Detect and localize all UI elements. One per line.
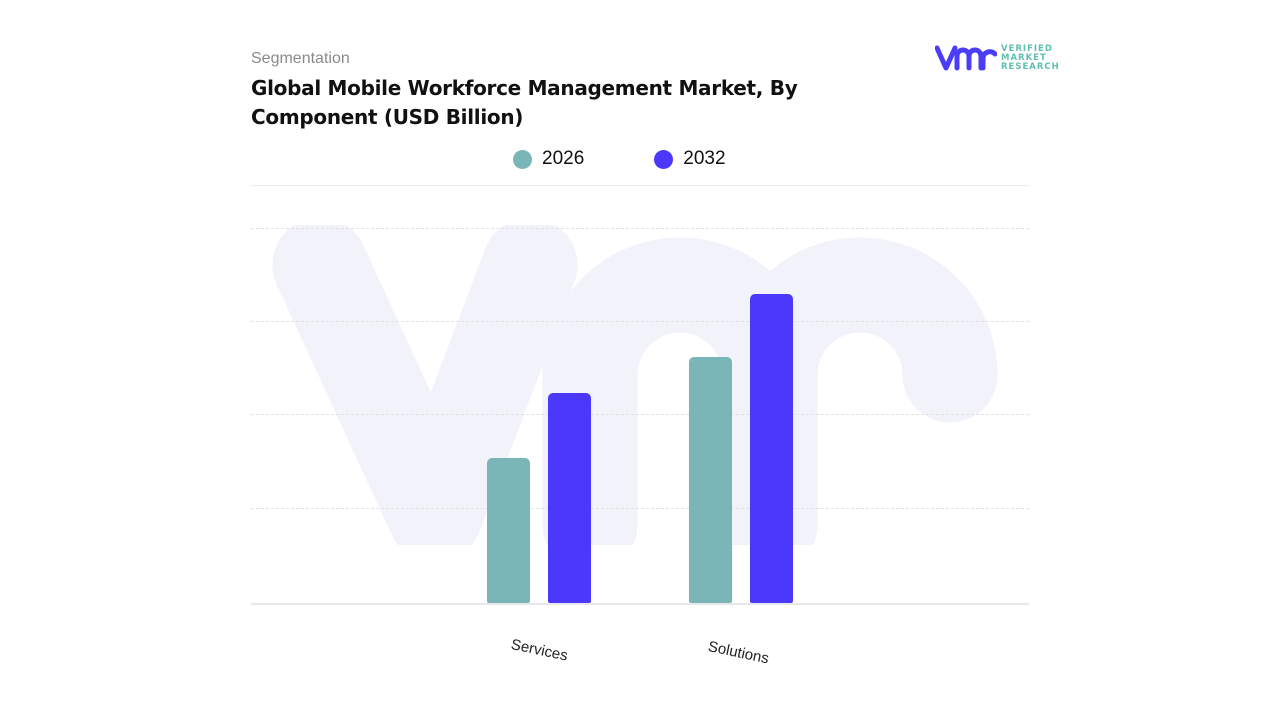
vmr-logo-icon bbox=[935, 45, 997, 71]
legend-label-2026: 2026 bbox=[542, 148, 585, 169]
x-axis-baseline bbox=[251, 603, 1029, 605]
gridline bbox=[251, 414, 1029, 415]
gridline bbox=[251, 228, 1029, 229]
x-label-solutions: Solutions bbox=[706, 638, 771, 668]
legend-dot-2026-icon bbox=[513, 149, 532, 169]
logo-line-research: RESEARCH bbox=[1001, 61, 1060, 72]
gridline bbox=[251, 508, 1029, 509]
logo-text: VERIFIED MARKET RESEARCH bbox=[1001, 43, 1060, 72]
legend-item-2032[interactable]: 2032 bbox=[654, 148, 726, 170]
bar-services-2026[interactable] bbox=[487, 457, 530, 603]
legend: 2026 2032 bbox=[513, 148, 726, 170]
bar-solutions-2026[interactable] bbox=[689, 356, 732, 603]
chart-top-border bbox=[251, 185, 1029, 186]
legend-item-2026[interactable]: 2026 bbox=[513, 148, 584, 170]
segmentation-label: Segmentation bbox=[251, 50, 350, 67]
gridline bbox=[251, 321, 1029, 322]
watermark-vmr-icon bbox=[272, 225, 998, 545]
legend-label-2032: 2032 bbox=[683, 148, 726, 169]
x-label-services: Services bbox=[509, 636, 570, 665]
vmr-logo: VERIFIED MARKET RESEARCH bbox=[935, 44, 1060, 72]
logo-line-verified: VERIFIED bbox=[1001, 43, 1053, 54]
bar-solutions-2032[interactable] bbox=[750, 294, 793, 603]
logo-line-market: MARKET bbox=[1001, 52, 1047, 63]
chart-title: Global Mobile Workforce Management Marke… bbox=[251, 76, 798, 129]
legend-dot-2032-icon bbox=[654, 149, 674, 169]
bar-services-2032[interactable] bbox=[548, 392, 591, 603]
